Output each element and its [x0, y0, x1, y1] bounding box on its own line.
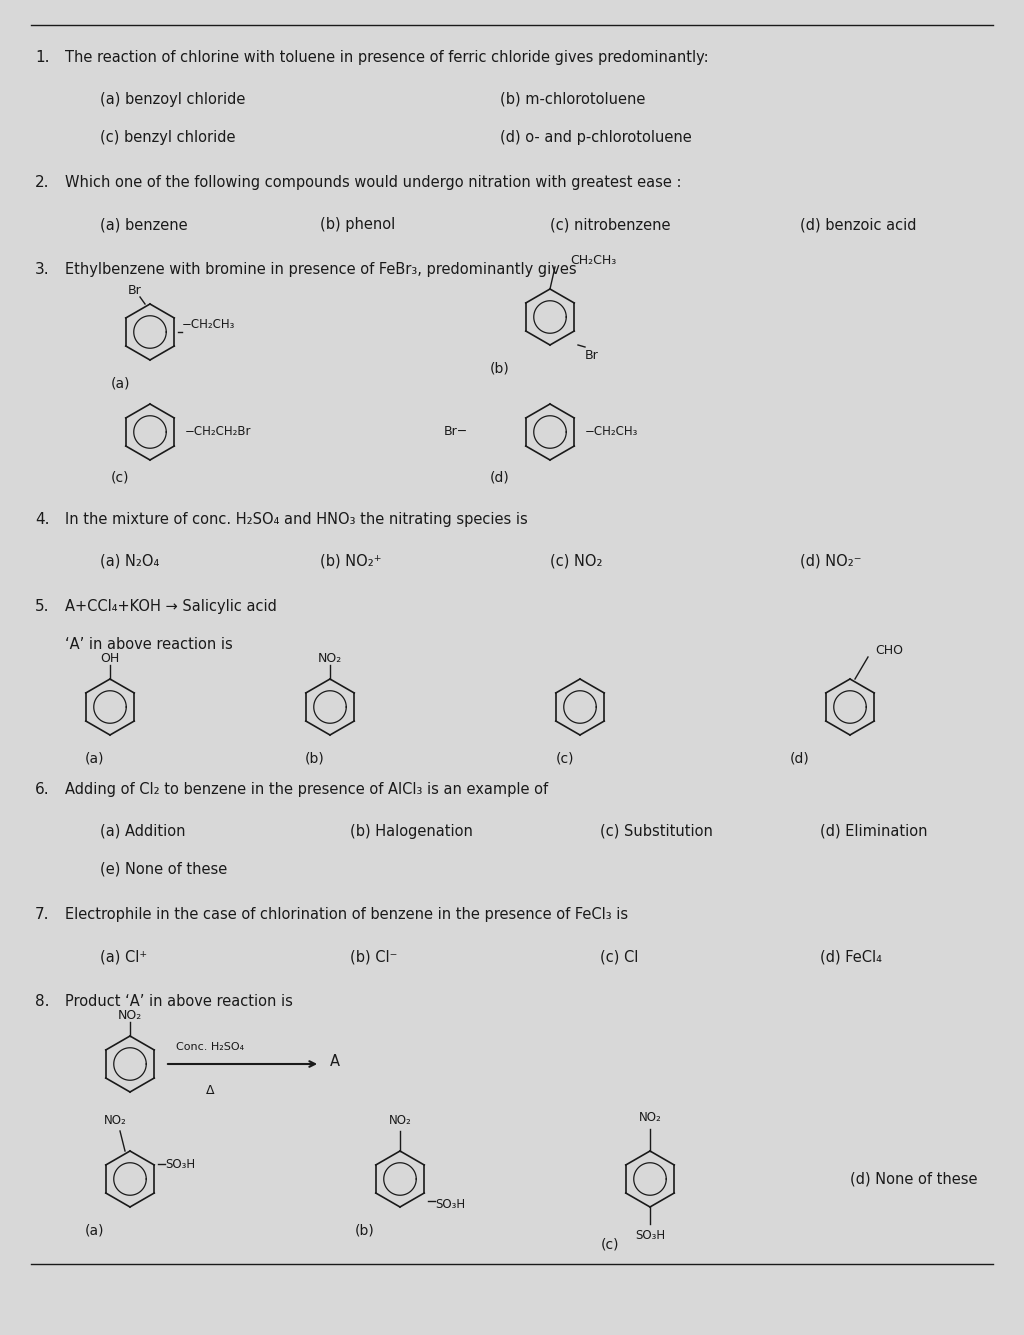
Text: Br: Br	[585, 348, 599, 362]
Text: (b): (b)	[490, 360, 510, 375]
Text: (b): (b)	[305, 752, 325, 765]
Text: (a) benzene: (a) benzene	[100, 218, 187, 232]
Text: A: A	[330, 1055, 340, 1069]
Text: (d) o- and p-chlorotoluene: (d) o- and p-chlorotoluene	[500, 129, 692, 146]
Text: 7.: 7.	[35, 906, 49, 922]
Text: NO₂: NO₂	[317, 651, 342, 665]
Text: (c): (c)	[111, 471, 129, 485]
Text: Br−: Br−	[443, 426, 468, 438]
Text: (d) NO₂⁻: (d) NO₂⁻	[800, 554, 861, 569]
Text: 8.: 8.	[35, 995, 49, 1009]
Text: (a): (a)	[85, 1223, 104, 1238]
Text: (d) benzoic acid: (d) benzoic acid	[800, 218, 916, 232]
Text: (a) N₂O₄: (a) N₂O₄	[100, 554, 160, 569]
Text: In the mixture of conc. H₂SO₄ and HNO₃ the nitrating species is: In the mixture of conc. H₂SO₄ and HNO₃ t…	[65, 513, 527, 527]
Text: (c): (c)	[556, 752, 574, 765]
Text: (d) FeCl₄: (d) FeCl₄	[820, 949, 882, 964]
Text: (c) NO₂: (c) NO₂	[550, 554, 602, 569]
Text: (c) benzyl chloride: (c) benzyl chloride	[100, 129, 236, 146]
Text: (a): (a)	[85, 752, 104, 765]
Text: −CH₂CH₂Br: −CH₂CH₂Br	[185, 426, 252, 438]
Text: 3.: 3.	[35, 262, 49, 276]
Text: (a) Addition: (a) Addition	[100, 824, 185, 838]
Text: SO₃H: SO₃H	[635, 1230, 665, 1242]
Text: (d): (d)	[490, 471, 510, 485]
Text: (b) m-chlorotoluene: (b) m-chlorotoluene	[500, 92, 645, 107]
Text: (a) benzoyl chloride: (a) benzoyl chloride	[100, 92, 246, 107]
Text: NO₂: NO₂	[103, 1113, 126, 1127]
Text: (d) Elimination: (d) Elimination	[820, 824, 928, 838]
Text: OH: OH	[100, 651, 120, 665]
Text: (c) nitrobenzene: (c) nitrobenzene	[550, 218, 671, 232]
Text: (c): (c)	[601, 1238, 620, 1252]
Text: SO₃H: SO₃H	[435, 1197, 465, 1211]
Text: A+CCl₄+KOH → Salicylic acid: A+CCl₄+KOH → Salicylic acid	[65, 599, 276, 614]
Text: 6.: 6.	[35, 782, 49, 797]
Text: −CH₂CH₃: −CH₂CH₃	[585, 426, 638, 438]
Text: −CH₂CH₃: −CH₂CH₃	[182, 318, 236, 331]
Text: (b) NO₂⁺: (b) NO₂⁺	[319, 554, 382, 569]
Text: ‘A’ in above reaction is: ‘A’ in above reaction is	[65, 637, 232, 651]
Text: 5.: 5.	[35, 599, 49, 614]
Text: Product ‘A’ in above reaction is: Product ‘A’ in above reaction is	[65, 995, 293, 1009]
Text: (c) Substitution: (c) Substitution	[600, 824, 713, 838]
Text: 4.: 4.	[35, 513, 49, 527]
Text: The reaction of chlorine with toluene in presence of ferric chloride gives predo: The reaction of chlorine with toluene in…	[65, 49, 709, 65]
Text: NO₂: NO₂	[118, 1009, 142, 1023]
Text: Br: Br	[128, 284, 142, 296]
Text: Δ: Δ	[206, 1084, 214, 1097]
Text: (b): (b)	[355, 1223, 375, 1238]
Text: NO₂: NO₂	[389, 1113, 412, 1127]
Text: (b) Cl⁻: (b) Cl⁻	[350, 949, 397, 964]
Text: (e) None of these: (e) None of these	[100, 862, 227, 877]
Text: CH₂CH₃: CH₂CH₃	[570, 254, 616, 267]
Text: Ethylbenzene with bromine in presence of FeBr₃, predominantly gives: Ethylbenzene with bromine in presence of…	[65, 262, 577, 276]
Text: (b) Halogenation: (b) Halogenation	[350, 824, 473, 838]
Text: (a) Cl⁺: (a) Cl⁺	[100, 949, 147, 964]
Text: (d): (d)	[791, 752, 810, 765]
Text: Electrophile in the case of chlorination of benzene in the presence of FeCl₃ is: Electrophile in the case of chlorination…	[65, 906, 628, 922]
Text: NO₂: NO₂	[639, 1111, 662, 1124]
Text: (d) None of these: (d) None of these	[850, 1172, 978, 1187]
Text: Which one of the following compounds would undergo nitration with greatest ease : Which one of the following compounds wou…	[65, 175, 682, 190]
Text: CHO: CHO	[874, 643, 903, 657]
Text: Conc. H₂SO₄: Conc. H₂SO₄	[176, 1043, 244, 1052]
Text: 2.: 2.	[35, 175, 49, 190]
Text: 1.: 1.	[35, 49, 49, 65]
Text: Adding of Cl₂ to benzene in the presence of AlCl₃ is an example of: Adding of Cl₂ to benzene in the presence…	[65, 782, 548, 797]
Text: (c) Cl: (c) Cl	[600, 949, 638, 964]
Text: (a): (a)	[111, 376, 130, 390]
Text: (b) phenol: (b) phenol	[319, 218, 395, 232]
Text: SO₃H: SO₃H	[165, 1157, 196, 1171]
